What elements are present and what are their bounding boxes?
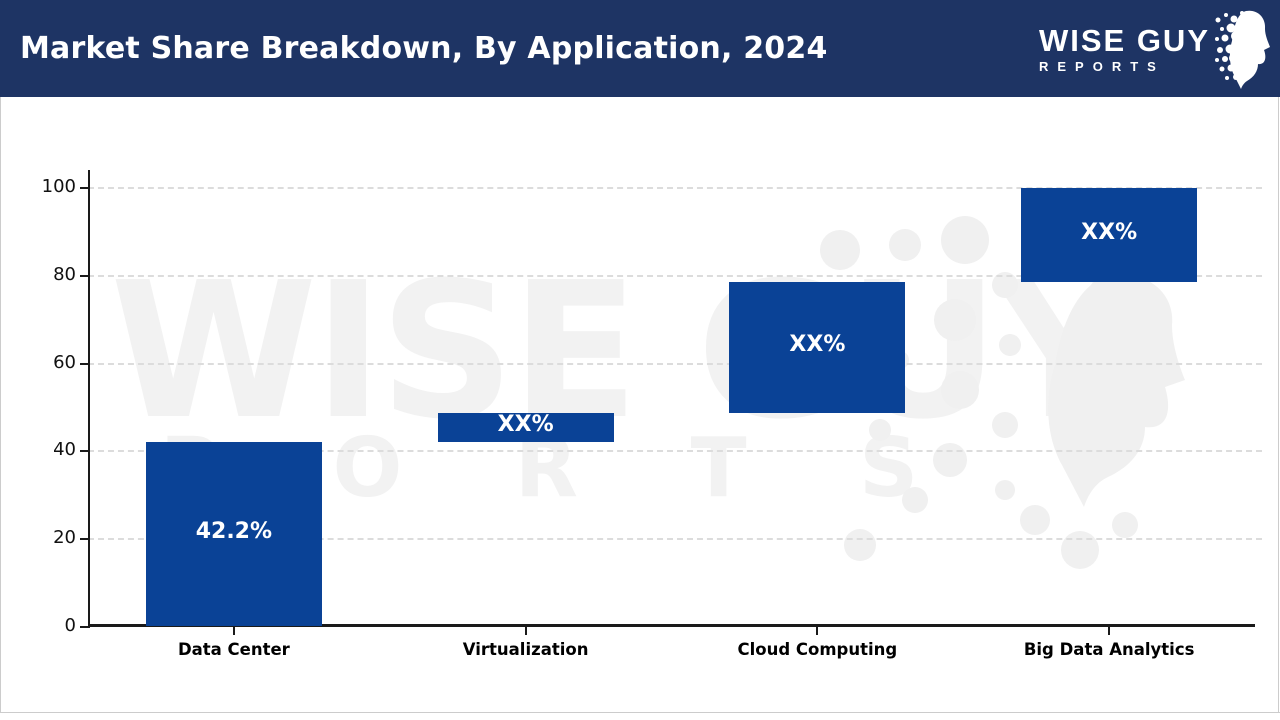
bar-value-label: XX%	[497, 412, 554, 438]
figure-title: Market Share Breakdown, By Application, …	[20, 31, 828, 66]
x-tick-mark	[524, 627, 527, 635]
category-label: Big Data Analytics	[1023, 640, 1195, 659]
x-axis-line	[88, 624, 1255, 627]
y-tick-mark	[80, 450, 88, 453]
bar	[1021, 188, 1198, 282]
watermark-head-pattern	[820, 216, 1185, 569]
category-label: Data Center	[177, 640, 290, 659]
y-tick-label: 0	[64, 615, 76, 636]
wiseguy-logo: WISE GUY REPORTS	[1039, 8, 1270, 90]
x-tick-mark	[1108, 627, 1111, 635]
header: Market Share Breakdown, By Application, …	[0, 0, 1280, 97]
bar-value-label: XX%	[789, 332, 846, 358]
category-label: Virtualization	[462, 640, 589, 659]
x-tick-mark	[232, 627, 235, 635]
y-tick-label: 20	[53, 527, 76, 549]
figure-border-left	[0, 97, 1, 713]
bar	[437, 412, 614, 442]
category-label: Cloud Computing	[737, 640, 898, 659]
logo-text: WISE GUY REPORTS	[1039, 25, 1210, 73]
y-gridline	[88, 538, 1262, 541]
y-tick-mark	[80, 626, 88, 628]
y-tick-mark	[80, 538, 88, 541]
y-tick-mark	[80, 362, 88, 365]
y-tick-label: 80	[53, 263, 76, 285]
bar-value-label: 42.2%	[195, 519, 273, 545]
watermark-wordmark: WISE GUY	[110, 242, 1132, 461]
logo-subtext: REPORTS	[1038, 58, 1165, 74]
x-tick-mark	[816, 627, 819, 635]
y-tick-mark	[80, 187, 88, 189]
figure-border-bottom	[0, 712, 1280, 713]
logo-wordmark: WISE GUY	[1038, 22, 1210, 58]
logo-head-icon	[1215, 10, 1270, 89]
y-tick-mark	[80, 274, 88, 277]
y-axis-line	[88, 170, 90, 628]
y-gridline	[88, 450, 1262, 453]
y-tick-label: 40	[53, 439, 76, 461]
y-tick-label: 60	[53, 351, 76, 373]
y-gridline	[88, 274, 1262, 277]
bar	[729, 281, 906, 413]
y-gridline	[88, 362, 1262, 365]
y-tick-label: 100	[41, 176, 76, 197]
y-gridline	[88, 187, 1262, 189]
bar	[145, 441, 322, 626]
bar-value-label: XX%	[1081, 219, 1138, 245]
figure-border-right	[1278, 97, 1279, 713]
